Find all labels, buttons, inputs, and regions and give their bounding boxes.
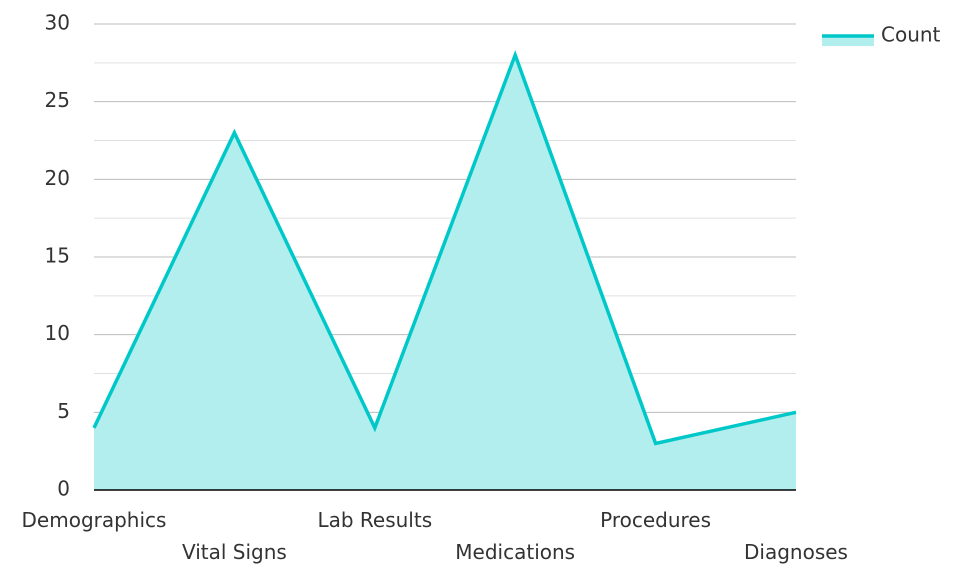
y-tick-label: 25 [45, 88, 70, 112]
legend-swatch-fill [822, 36, 874, 46]
series-line-count [92, 50, 797, 446]
y-tick-label: 5 [57, 399, 70, 423]
y-tick-label: 15 [45, 244, 70, 268]
x-tick-label: Vital Signs [182, 540, 287, 564]
x-tick-label: Procedures [600, 508, 711, 532]
legend: Count [822, 23, 941, 47]
series-area-fill [94, 55, 796, 491]
x-tick-label: Diagnoses [744, 540, 848, 564]
y-tick-label: 10 [45, 321, 70, 345]
x-tick-label: Lab Results [317, 508, 432, 532]
y-axis-ticks: 0 5 10 15 20 25 30 [45, 11, 70, 501]
x-tick-label: Medications [455, 540, 575, 564]
series-area [92, 50, 797, 491]
legend-label-count: Count [881, 23, 941, 47]
x-tick-label: Demographics [22, 508, 167, 532]
y-tick-label: 30 [45, 11, 70, 35]
y-tick-label: 20 [45, 166, 70, 190]
x-axis-ticks: Demographics Vital Signs Lab Results Medica… [22, 508, 848, 564]
y-tick-label: 0 [57, 477, 70, 501]
